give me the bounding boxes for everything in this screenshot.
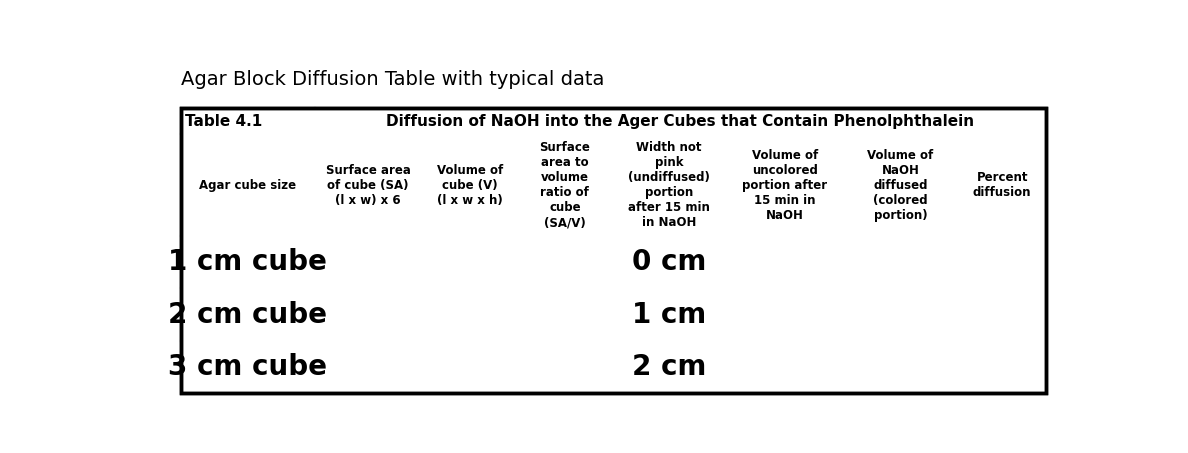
Bar [422, 341, 519, 393]
Text: 2 cm cube: 2 cm cube [169, 300, 328, 328]
Bar [611, 134, 727, 236]
Bar [181, 108, 315, 134]
Text: Surface area
of cube (SA)
(l x w) x 6: Surface area of cube (SA) (l x w) x 6 [326, 164, 411, 207]
Bar [519, 341, 611, 393]
Bar [959, 289, 1047, 341]
Bar [727, 236, 842, 289]
Bar [727, 341, 842, 393]
Bar [422, 134, 519, 236]
Text: Width not
pink
(undiffused)
portion
after 15 min
in NaOH: Width not pink (undiffused) portion afte… [628, 141, 710, 229]
Bar [611, 236, 727, 289]
Text: 0 cm: 0 cm [632, 248, 706, 276]
Bar [842, 341, 959, 393]
Text: Agar cube size: Agar cube size [200, 178, 296, 192]
Bar [842, 134, 959, 236]
Bar [519, 236, 611, 289]
Text: 2 cm: 2 cm [632, 352, 706, 381]
Bar [315, 341, 422, 393]
Text: 1 cm: 1 cm [632, 300, 706, 328]
Text: Volume of
NaOH
diffused
(colored
portion): Volume of NaOH diffused (colored portion… [867, 149, 934, 222]
Text: 3 cm cube: 3 cm cube [169, 352, 328, 381]
Text: Volume of
cube (V)
(l x w x h): Volume of cube (V) (l x w x h) [437, 164, 503, 207]
Text: Agar Block Diffusion Table with typical data: Agar Block Diffusion Table with typical … [181, 70, 605, 89]
Bar [181, 108, 1047, 393]
Bar [727, 134, 842, 236]
Bar [727, 289, 842, 341]
Text: Table 4.1: Table 4.1 [185, 114, 263, 129]
Bar [611, 289, 727, 341]
Bar [842, 289, 959, 341]
Bar [422, 236, 519, 289]
Text: Surface
area to
volume
ratio of
cube
(SA/V): Surface area to volume ratio of cube (SA… [539, 141, 590, 229]
Bar [519, 134, 611, 236]
Bar [519, 289, 611, 341]
Text: Volume of
uncolored
portion after
15 min in
NaOH: Volume of uncolored portion after 15 min… [742, 149, 827, 222]
Bar [422, 289, 519, 341]
Bar [959, 134, 1047, 236]
Bar [959, 341, 1047, 393]
Bar [959, 236, 1047, 289]
Bar [181, 289, 315, 341]
Bar [611, 341, 727, 393]
Bar [842, 236, 959, 289]
Bar [315, 289, 422, 341]
Bar [315, 134, 422, 236]
Bar [315, 236, 422, 289]
Text: Percent
diffusion: Percent diffusion [973, 171, 1031, 199]
Bar [181, 108, 1047, 393]
Bar [181, 236, 315, 289]
Text: 1 cm cube: 1 cm cube [169, 248, 327, 276]
Bar [315, 108, 1047, 134]
Bar [181, 134, 315, 236]
Text: Diffusion of NaOH into the Ager Cubes that Contain Phenolphthalein: Diffusion of NaOH into the Ager Cubes th… [386, 114, 974, 129]
Bar [181, 341, 315, 393]
